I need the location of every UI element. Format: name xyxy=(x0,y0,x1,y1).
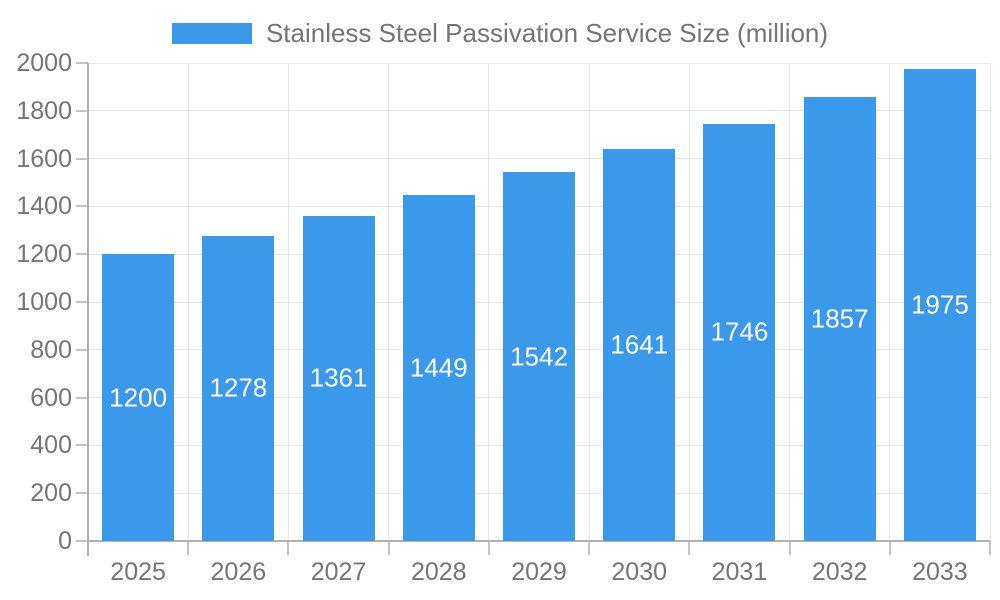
h-gridline xyxy=(88,158,990,160)
y-tick xyxy=(76,109,88,112)
y-tick xyxy=(76,444,88,447)
bar-value-label: 1542 xyxy=(510,341,568,372)
y-tick-label: 1400 xyxy=(16,192,72,221)
bar-value-label: 1975 xyxy=(910,289,969,320)
x-tick-label: 2033 xyxy=(912,558,968,586)
x-tick-label: 2027 xyxy=(310,558,367,586)
h-gridline xyxy=(88,62,990,64)
v-gridline xyxy=(187,63,189,541)
y-tick xyxy=(76,396,88,399)
x-tick xyxy=(788,541,791,555)
legend-label: Stainless Steel Passivation Service Size… xyxy=(265,18,829,48)
v-gridline xyxy=(688,63,690,541)
v-gridline xyxy=(287,63,289,541)
bar[interactable]: 1449 xyxy=(402,194,475,541)
y-tick-label: 1600 xyxy=(16,144,72,173)
y-tick xyxy=(76,348,88,351)
y-tick xyxy=(76,301,88,303)
y-tick xyxy=(76,205,88,208)
x-tick-label: 2030 xyxy=(611,558,668,586)
x-tick xyxy=(187,541,190,555)
x-axis-line xyxy=(88,540,990,542)
bar[interactable]: 1200 xyxy=(102,254,175,541)
bar-value-label: 1278 xyxy=(209,372,268,403)
bar-value-label: 1200 xyxy=(109,382,168,413)
x-tick xyxy=(287,541,290,555)
bar[interactable]: 1542 xyxy=(503,172,575,541)
y-tick xyxy=(76,62,88,64)
v-gridline xyxy=(388,63,390,541)
x-tick-label: 2031 xyxy=(711,558,768,586)
x-tick xyxy=(989,541,991,555)
bar[interactable]: 1641 xyxy=(603,148,676,541)
y-tick-label: 1800 xyxy=(16,96,72,125)
x-tick xyxy=(588,541,591,555)
x-tick-label: 2028 xyxy=(410,558,467,586)
h-gridline xyxy=(88,110,990,112)
v-gridline xyxy=(989,63,991,541)
chart-legend[interactable]: Stainless Steel Passivation Service Size… xyxy=(0,20,1000,46)
x-tick xyxy=(888,541,891,555)
bar[interactable]: 1975 xyxy=(903,68,976,541)
v-gridline xyxy=(588,63,590,541)
legend-swatch xyxy=(171,22,252,44)
x-tick-label: 2025 xyxy=(110,558,166,586)
y-tick-label: 200 xyxy=(30,479,72,508)
y-tick-label: 600 xyxy=(30,383,72,412)
bar-value-label: 1449 xyxy=(409,352,468,383)
x-tick xyxy=(487,541,490,555)
bar-value-label: 1641 xyxy=(610,329,669,360)
bar-value-label: 1857 xyxy=(810,303,869,334)
y-tick-label: 1200 xyxy=(16,240,72,269)
bar[interactable]: 1746 xyxy=(703,123,776,541)
v-gridline xyxy=(889,63,891,541)
x-tick-label: 2032 xyxy=(811,558,868,586)
y-axis-line xyxy=(87,63,89,556)
y-tick-label: 400 xyxy=(30,431,72,460)
x-tick-label: 2026 xyxy=(210,558,267,586)
y-tick xyxy=(76,253,88,256)
y-tick xyxy=(76,157,88,160)
bar-value-label: 1746 xyxy=(710,316,769,347)
y-tick-label: 1000 xyxy=(16,288,72,316)
bar[interactable]: 1857 xyxy=(803,97,876,541)
x-tick-label: 2029 xyxy=(511,558,567,586)
y-tick xyxy=(76,540,88,542)
y-tick-label: 2000 xyxy=(16,49,72,77)
x-tick xyxy=(387,541,390,555)
y-tick-label: 0 xyxy=(58,527,72,555)
v-gridline xyxy=(789,63,791,541)
v-gridline xyxy=(488,63,490,541)
bar[interactable]: 1361 xyxy=(302,215,375,541)
y-tick xyxy=(76,492,88,495)
y-tick-label: 800 xyxy=(30,335,72,364)
bar[interactable]: 1278 xyxy=(202,235,275,541)
bar-value-label: 1361 xyxy=(309,362,368,393)
x-tick xyxy=(688,541,691,555)
